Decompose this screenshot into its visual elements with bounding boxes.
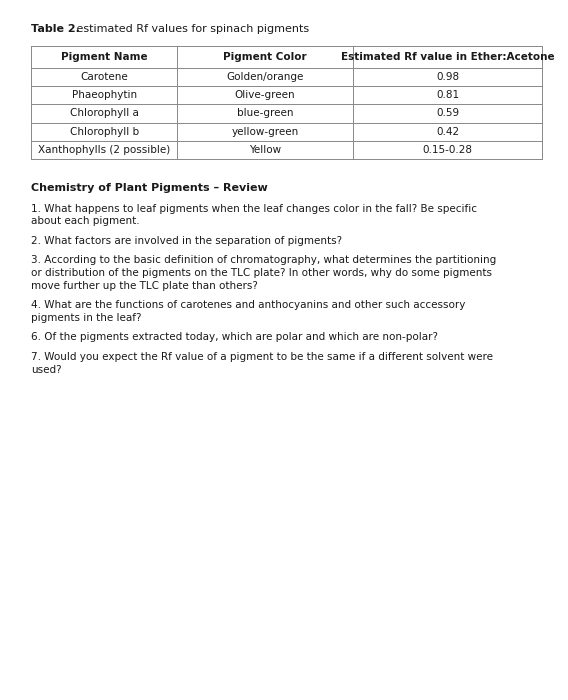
Text: Chemistry of Plant Pigments – Review: Chemistry of Plant Pigments – Review (31, 183, 268, 193)
Text: Table 2.: Table 2. (31, 25, 80, 34)
Text: 2. What factors are involved in the separation of pigments?: 2. What factors are involved in the sepa… (31, 236, 343, 246)
Text: Chlorophyll a: Chlorophyll a (70, 108, 139, 118)
Text: Yellow: Yellow (249, 145, 281, 155)
Text: Pigment Name: Pigment Name (61, 52, 148, 62)
Text: Olive-green: Olive-green (235, 90, 295, 100)
Text: 0.42: 0.42 (436, 127, 460, 136)
Text: 0.81: 0.81 (436, 90, 460, 100)
Text: 0.98: 0.98 (436, 72, 460, 82)
Text: 6. Of the pigments extracted today, which are polar and which are non-polar?: 6. Of the pigments extracted today, whic… (31, 332, 438, 342)
Text: estimated Rf values for spinach pigments: estimated Rf values for spinach pigments (73, 25, 309, 34)
Text: Xanthophylls (2 possible): Xanthophylls (2 possible) (38, 145, 170, 155)
Text: Golden/orange: Golden/orange (227, 72, 304, 82)
Text: or distribution of the pigments on the TLC plate? In other words, why do some pi: or distribution of the pigments on the T… (31, 268, 492, 278)
Text: Phaeophytin: Phaeophytin (72, 90, 137, 100)
Text: Chlorophyll b: Chlorophyll b (69, 127, 139, 136)
Text: Pigment Color: Pigment Color (223, 52, 307, 62)
Text: pigments in the leaf?: pigments in the leaf? (31, 313, 142, 323)
Text: 4. What are the functions of carotenes and anthocyanins and other such accessory: 4. What are the functions of carotenes a… (31, 300, 466, 310)
Text: used?: used? (31, 365, 62, 374)
Text: 1. What happens to leaf pigments when the leaf changes color in the fall? Be spe: 1. What happens to leaf pigments when th… (31, 204, 477, 214)
Text: about each pigment.: about each pigment. (31, 216, 140, 226)
Text: blue-green: blue-green (237, 108, 293, 118)
Text: 7. Would you expect the Rf value of a pigment to be the same if a different solv: 7. Would you expect the Rf value of a pi… (31, 352, 493, 362)
Text: yellow-green: yellow-green (232, 127, 299, 136)
Text: Estimated Rf value in Ether:Acetone: Estimated Rf value in Ether:Acetone (341, 52, 555, 62)
Text: Carotene: Carotene (80, 72, 128, 82)
Text: 0.15-0.28: 0.15-0.28 (423, 145, 473, 155)
Text: 0.59: 0.59 (436, 108, 460, 118)
Text: 3. According to the basic definition of chromatography, what determines the part: 3. According to the basic definition of … (31, 256, 496, 265)
Text: move further up the TLC plate than others?: move further up the TLC plate than other… (31, 281, 258, 290)
